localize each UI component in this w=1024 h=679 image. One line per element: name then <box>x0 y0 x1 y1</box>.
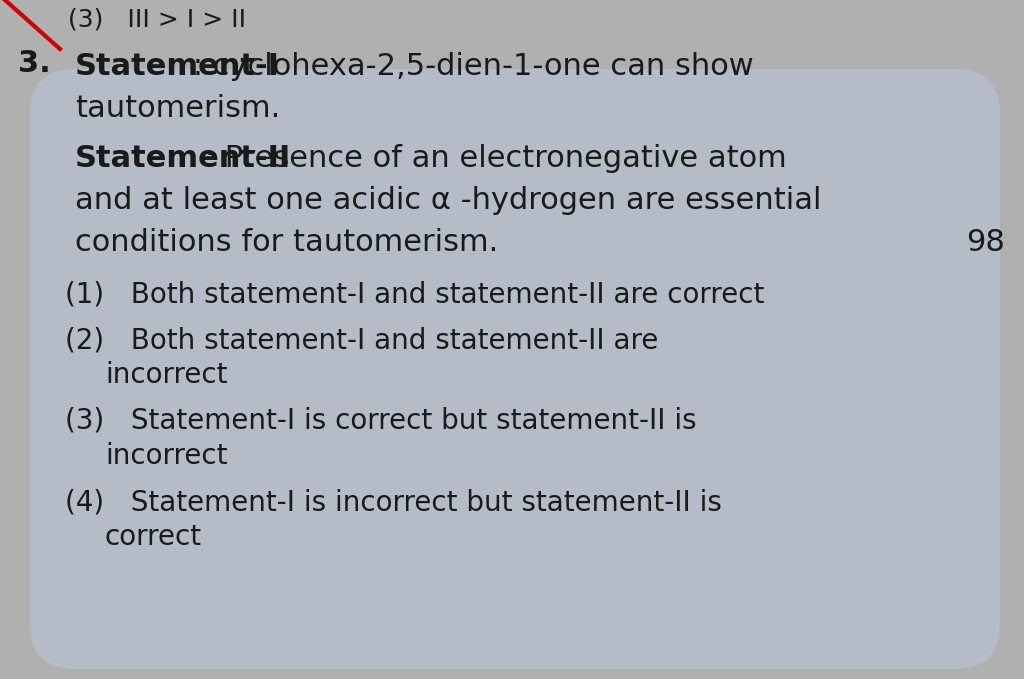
Text: (3)   Statement-I is correct but statement-II is: (3) Statement-I is correct but statement… <box>65 407 696 435</box>
Text: 98: 98 <box>966 228 1005 257</box>
Text: (1)   Both statement-I and statement-II are correct: (1) Both statement-I and statement-II ar… <box>65 280 764 308</box>
Text: : cyclohexa-2,5-dien-1-one can show: : cyclohexa-2,5-dien-1-one can show <box>183 52 754 81</box>
Text: correct: correct <box>105 523 202 551</box>
Text: (4)   Statement-I is incorrect but statement-II is: (4) Statement-I is incorrect but stateme… <box>65 488 722 516</box>
Text: (2)   Both statement-I and statement-II are: (2) Both statement-I and statement-II ar… <box>65 326 658 354</box>
Text: 3.: 3. <box>18 49 51 78</box>
Text: and at least one acidic α -hydrogen are essential: and at least one acidic α -hydrogen are … <box>75 186 821 215</box>
Text: incorrect: incorrect <box>105 361 227 389</box>
Text: conditions for tautomerism.: conditions for tautomerism. <box>75 228 499 257</box>
Text: Statement-II: Statement-II <box>75 144 292 173</box>
FancyBboxPatch shape <box>30 69 1000 669</box>
Text: : Presence of an electronegative atom: : Presence of an electronegative atom <box>195 144 786 173</box>
Text: (3)   III > I > II: (3) III > I > II <box>68 7 246 31</box>
Text: incorrect: incorrect <box>105 442 227 470</box>
Text: tautomerism.: tautomerism. <box>75 94 281 123</box>
Text: Statement-I: Statement-I <box>75 52 280 81</box>
